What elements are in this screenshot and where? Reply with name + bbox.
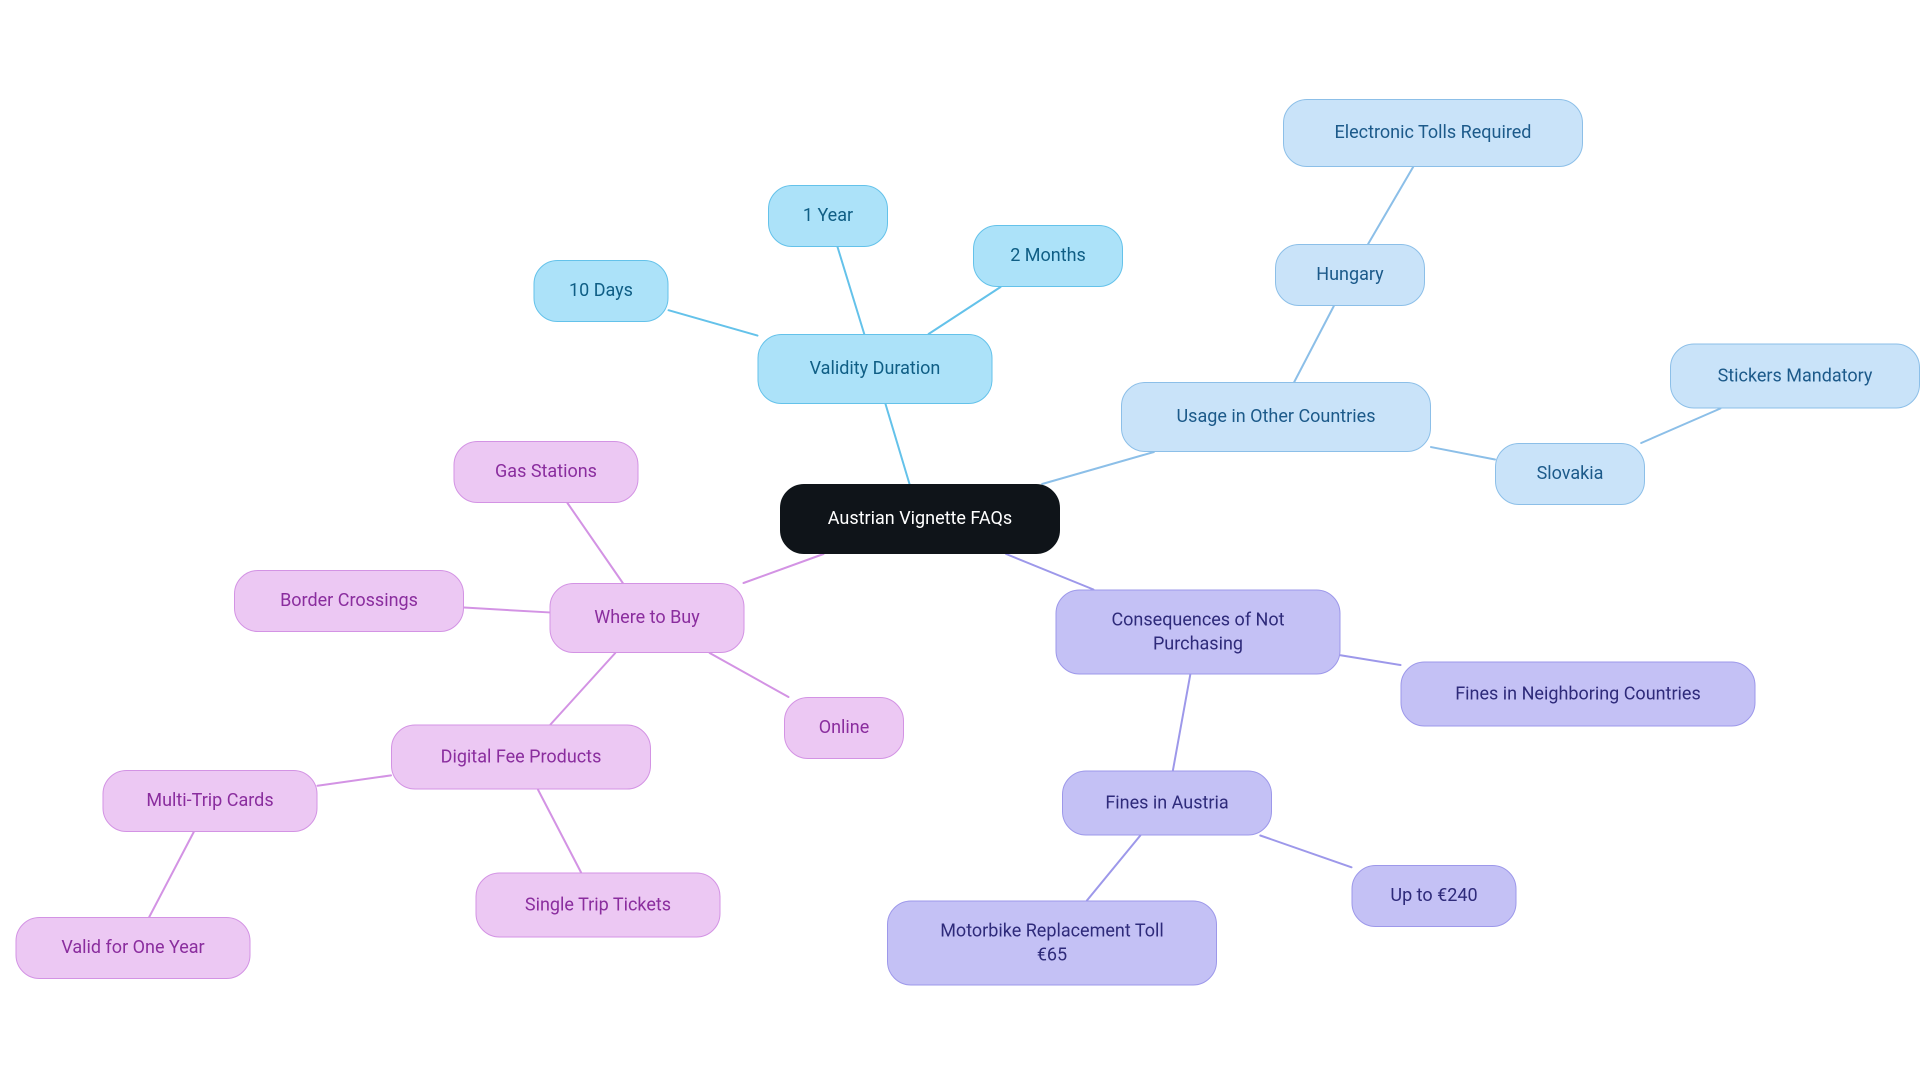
mindmap-edge — [838, 247, 865, 334]
mindmap-edge — [550, 653, 615, 725]
mindmap-edge — [1087, 836, 1140, 901]
mindmap-node-usage: Usage in Other Countries — [1121, 382, 1431, 452]
mindmap-edge — [567, 503, 622, 583]
mindmap-edge — [1006, 554, 1093, 590]
mindmap-edge — [1368, 167, 1413, 244]
mindmap-node-fine_240: Up to €240 — [1352, 865, 1517, 927]
mindmap-node-val_1y: 1 Year — [768, 185, 888, 247]
mindmap-node-gas: Gas Stations — [454, 441, 639, 503]
mindmap-edge — [538, 790, 581, 873]
mindmap-node-online: Online — [784, 697, 904, 759]
mindmap-node-valid1y: Valid for One Year — [16, 917, 251, 979]
mindmap-node-val_2m: 2 Months — [973, 225, 1123, 287]
mindmap-edge — [886, 404, 910, 484]
mindmap-edge — [464, 608, 550, 613]
mindmap-node-fines_nb: Fines in Neighboring Countries — [1401, 662, 1756, 727]
mindmap-edge — [669, 310, 758, 335]
mindmap-node-val_10: 10 Days — [534, 260, 669, 322]
mindmap-node-root: Austrian Vignette FAQs — [780, 484, 1060, 554]
mindmap-edge — [1431, 447, 1495, 459]
mindmap-node-slovakia: Slovakia — [1495, 443, 1645, 505]
mindmap-node-etoll: Electronic Tolls Required — [1283, 99, 1583, 167]
mindmap-canvas: Austrian Vignette FAQs Validity Duration 1… — [0, 0, 1920, 1083]
mindmap-edge — [744, 554, 824, 583]
mindmap-node-stickers: Stickers Mandatory — [1670, 344, 1920, 409]
mindmap-edge — [1260, 836, 1351, 868]
mindmap-edge — [1173, 675, 1190, 771]
mindmap-node-digital: Digital Fee Products — [391, 725, 651, 790]
mindmap-edge — [1641, 409, 1720, 444]
mindmap-edge — [1294, 306, 1334, 382]
mindmap-edge — [1341, 655, 1401, 665]
mindmap-edge — [149, 832, 194, 917]
mindmap-node-fines_at: Fines in Austria — [1062, 771, 1272, 836]
mindmap-edge — [1042, 452, 1154, 484]
mindmap-node-single: Single Trip Tickets — [476, 873, 721, 938]
mindmap-edge — [710, 653, 789, 697]
mindmap-edge — [318, 775, 392, 785]
mindmap-node-validity: Validity Duration — [758, 334, 993, 404]
mindmap-node-moto: Motorbike Replacement Toll €65 — [887, 901, 1217, 986]
mindmap-edge — [929, 287, 1001, 334]
mindmap-node-hungary: Hungary — [1275, 244, 1425, 306]
mindmap-node-where: Where to Buy — [550, 583, 745, 653]
mindmap-node-border: Border Crossings — [234, 570, 464, 632]
mindmap-node-conseq: Consequences of Not Purchasing — [1056, 590, 1341, 675]
mindmap-node-multi: Multi-Trip Cards — [103, 770, 318, 832]
